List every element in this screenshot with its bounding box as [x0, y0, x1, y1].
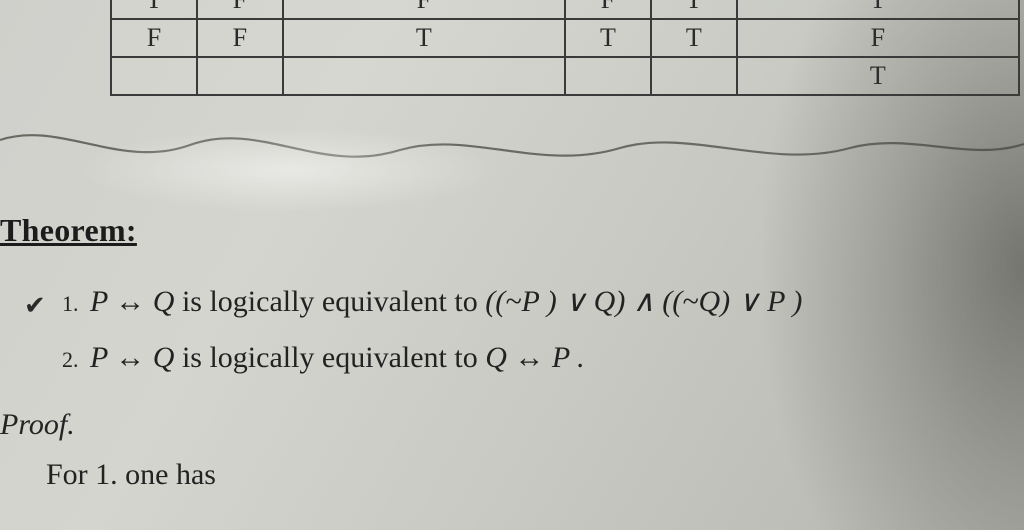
- cell: [197, 57, 283, 95]
- item-number: 2.: [62, 347, 79, 372]
- cell: F: [111, 19, 197, 57]
- item-rhs: Q ↔ P .: [485, 341, 584, 374]
- item-lhs: P ↔ Q: [90, 285, 174, 318]
- cell: T: [737, 57, 1019, 95]
- item-number: 1.: [62, 291, 79, 316]
- cell: F: [197, 0, 283, 19]
- cell: F: [197, 19, 283, 57]
- page-tear-line: [0, 100, 1024, 180]
- table-row: T F F F T T: [111, 0, 1019, 19]
- cell: T: [651, 0, 737, 19]
- truth-table: T F F F T T F F T T T F T: [110, 0, 1020, 96]
- cell: T: [283, 19, 565, 57]
- table-row: F F T T T F: [111, 19, 1019, 57]
- cell: F: [565, 0, 651, 19]
- theorem-heading: Theorem:: [0, 212, 137, 249]
- truth-table-fragment: T F F F T T F F T T T F T: [110, 0, 1020, 96]
- cell: T: [565, 19, 651, 57]
- checkmark-icon: ✔: [24, 282, 46, 330]
- cell: T: [111, 0, 197, 19]
- cell: T: [651, 19, 737, 57]
- cell: [111, 57, 197, 95]
- item-rhs: ((~P ) ∨ Q) ∧ ((~Q) ∨ P ): [485, 285, 802, 318]
- cell: F: [737, 19, 1019, 57]
- cell: [565, 57, 651, 95]
- proof-line: For 1. one has: [46, 458, 216, 492]
- table-row: T: [111, 57, 1019, 95]
- cell: T: [737, 0, 1019, 19]
- item-mid: is logically equivalent to: [182, 285, 485, 318]
- proof-heading: Proof.: [0, 408, 75, 442]
- cell: [283, 57, 565, 95]
- item-lhs: P ↔ Q: [90, 341, 174, 374]
- theorem-item-2: 2. P ↔ Q is logically equivalent to Q ↔ …: [62, 334, 1012, 384]
- item-mid: is logically equivalent to: [182, 341, 485, 374]
- theorem-items: ✔ 1. P ↔ Q is logically equivalent to ((…: [62, 278, 1012, 390]
- cell: [651, 57, 737, 95]
- tear-path: [0, 135, 1024, 157]
- theorem-item-1: ✔ 1. P ↔ Q is logically equivalent to ((…: [62, 278, 1012, 328]
- cell: F: [283, 0, 565, 19]
